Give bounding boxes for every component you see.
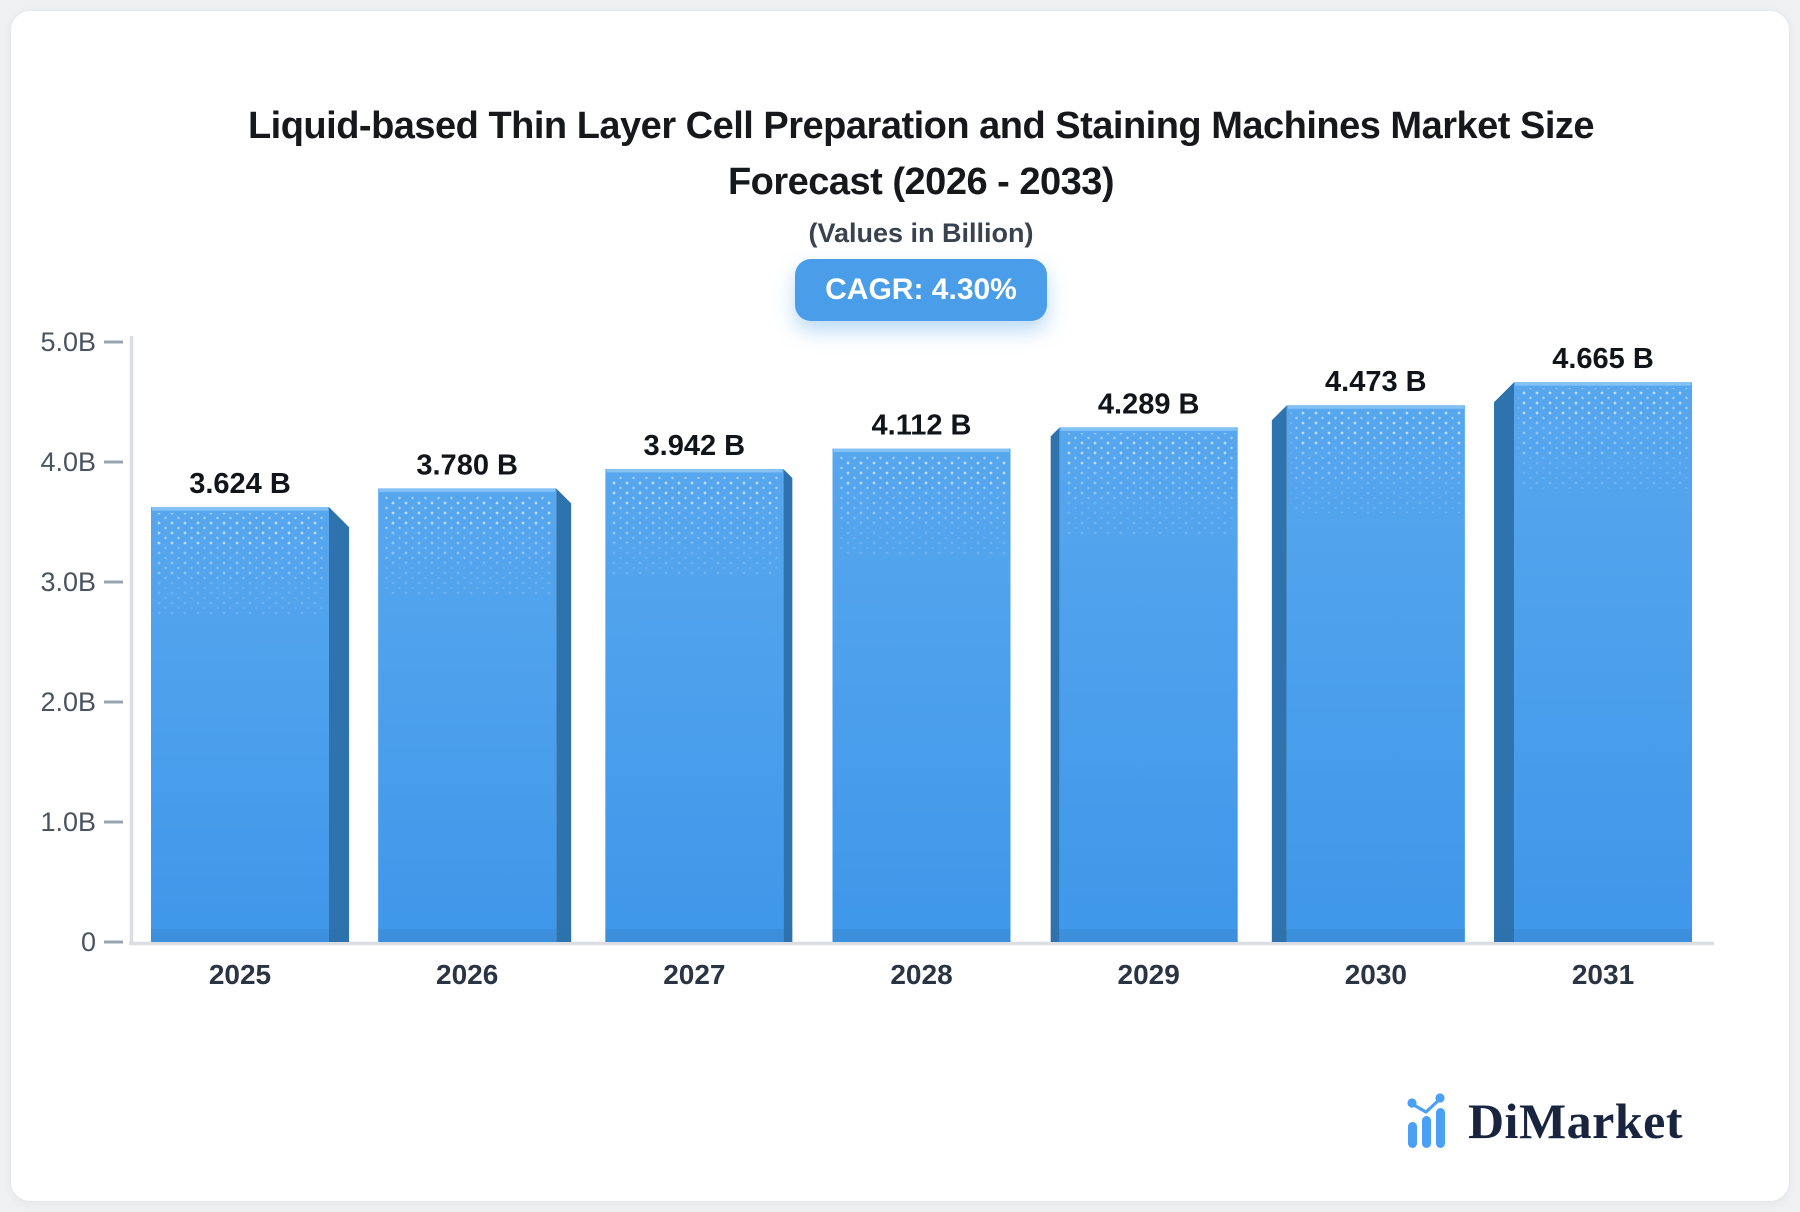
bar-dot-texture (382, 494, 553, 529)
x-category-label: 2026 (436, 959, 498, 990)
bar-dot-texture (382, 562, 553, 597)
bar-2025[interactable]: 3.624 B 2025 (151, 468, 349, 990)
bar-value-label: 4.289 B (1098, 388, 1200, 420)
bar-dot-texture (836, 454, 1007, 489)
bar-value-label: 4.112 B (872, 410, 972, 442)
y-tick-label: 3.0B (40, 567, 96, 597)
bar-dot-texture (609, 474, 780, 509)
bar-dot-texture (836, 488, 1007, 523)
bar-bottom-shade (605, 929, 793, 942)
bar-top-highlight (606, 468, 783, 473)
bar-top-highlight (1515, 382, 1692, 386)
x-category-label: 2025 (209, 959, 271, 990)
bar-side-face (556, 488, 572, 942)
bar-dot-texture (1518, 388, 1689, 423)
bar-side-face (783, 468, 793, 942)
bar-bottom-shade (378, 929, 572, 942)
bar-side-face (1271, 405, 1287, 942)
bar-2026[interactable]: 3.780 B 2026 (378, 449, 572, 990)
bar-dot-texture (1290, 445, 1461, 480)
bar-top-highlight (379, 488, 556, 492)
bar-2029[interactable]: 4.289 B 2029 (1050, 388, 1238, 990)
x-category-label: 2027 (663, 959, 725, 990)
bar-dot-texture (155, 513, 325, 548)
y-tick-label: 1.0B (40, 807, 96, 837)
bar-2027[interactable]: 3.942 B 2027 (605, 430, 793, 990)
dimarket-logo: DiMarket (1406, 1092, 1683, 1150)
mini-bar-chart-icon (1407, 1093, 1445, 1148)
bar-top-highlight (1287, 405, 1464, 409)
y-tick-label: 4.0B (40, 447, 96, 477)
bar-bottom-shade (151, 929, 349, 942)
bar-2028[interactable]: 4.112 B 2028 (832, 410, 1011, 990)
bar-bottom-shade (832, 929, 1011, 942)
bar-bottom-shade (1494, 929, 1693, 942)
bar-top-highlight (833, 448, 1010, 453)
chart-subtitle: (Values in Billion) (808, 218, 1034, 248)
bar-value-label: 4.665 B (1552, 343, 1654, 375)
bar-dot-texture (1518, 422, 1689, 457)
bar-side-face (1494, 382, 1515, 942)
y-tick-label: 2.0B (40, 687, 96, 717)
bar-value-label: 3.780 B (416, 449, 518, 481)
bar-value-label: 3.942 B (644, 430, 746, 462)
logo-text: DiMarket (1467, 1093, 1683, 1149)
bar-2030[interactable]: 4.473 B 2030 (1271, 366, 1465, 990)
bar-dot-texture (836, 522, 1007, 557)
bar-top-highlight (152, 507, 328, 511)
bar-side-face (329, 507, 349, 942)
bar-dot-texture (155, 581, 325, 616)
bar-dot-texture (155, 547, 325, 582)
bar-dot-texture (1063, 467, 1234, 502)
bar-value-label: 4.473 B (1325, 366, 1427, 398)
bar-dot-texture (382, 528, 553, 563)
y-tick-label: 0 (81, 927, 96, 957)
bar-bottom-shade (1050, 929, 1238, 942)
bar-dot-texture (1290, 479, 1461, 514)
bar-top-highlight (1060, 427, 1237, 431)
bar-side-face (1050, 427, 1060, 942)
bars: 3.624 B 2025 3.780 B 2026 3.942 B 2027 4.112 B… (151, 343, 1693, 990)
y-tick-label: 5.0B (40, 327, 96, 357)
bar-dot-texture (1063, 433, 1234, 468)
bar-dot-texture (1290, 411, 1461, 446)
bar-dot-texture (609, 508, 780, 543)
cagr-badge: CAGR: 4.30% (795, 259, 1047, 321)
bar-2031[interactable]: 4.665 B 2031 (1494, 343, 1693, 990)
bar-bottom-shade (1271, 929, 1465, 942)
x-category-label: 2028 (890, 959, 952, 990)
x-category-label: 2030 (1345, 959, 1407, 990)
chart-header: Liquid-based Thin Layer Cell Preparation… (0, 98, 1800, 321)
chart-title-line2: Forecast (2026 - 2033) (727, 161, 1115, 203)
bar-dot-texture (1063, 501, 1234, 536)
bar-dot-texture (1518, 456, 1689, 491)
bar-dot-texture (609, 542, 780, 577)
axes: 0 1.0B 2.0B 3.0B 4.0B 5.0B (40, 327, 1714, 957)
chart-title-line1: Liquid-based Thin Layer Cell Preparation… (247, 105, 1595, 147)
x-category-label: 2031 (1572, 959, 1634, 990)
x-category-label: 2029 (1118, 959, 1180, 990)
bar-value-label: 3.624 B (189, 468, 291, 500)
